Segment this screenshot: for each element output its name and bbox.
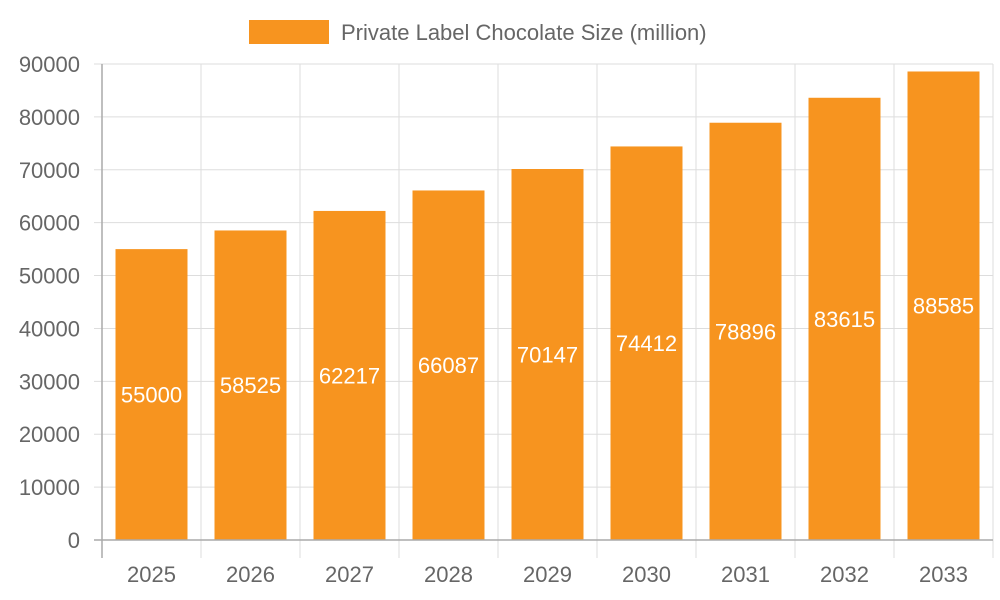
legend-label: Private Label Chocolate Size (million) — [341, 20, 707, 45]
bar-2030 — [610, 146, 683, 540]
data-label-2030: 74412 — [616, 331, 677, 356]
data-label-2027: 62217 — [319, 363, 380, 388]
bar-2027 — [313, 210, 386, 540]
x-tick-label: 2031 — [721, 562, 770, 587]
x-tick-label: 2033 — [919, 562, 968, 587]
y-tick-label: 60000 — [19, 211, 80, 236]
data-label-2032: 83615 — [814, 307, 875, 332]
y-tick-label: 80000 — [19, 105, 80, 130]
bar-2025 — [115, 249, 188, 540]
x-tick-label: 2026 — [226, 562, 275, 587]
y-tick-label: 50000 — [19, 264, 80, 289]
axes: 0 10000 20000 30000 40000 50000 60000 70000 8000… — [19, 52, 993, 587]
bar-2031 — [709, 122, 782, 541]
y-tick-label: 40000 — [19, 316, 80, 341]
x-tick-label: 2029 — [523, 562, 572, 587]
bar-2033 — [907, 71, 980, 541]
y-tick-label: 0 — [68, 528, 80, 553]
bar-2026 — [214, 230, 287, 540]
data-label-2026: 58525 — [220, 373, 281, 398]
x-tick-label: 2028 — [424, 562, 473, 587]
x-tick-label: 2030 — [622, 562, 671, 587]
y-tick-label: 90000 — [19, 52, 80, 77]
x-tick-label: 2025 — [127, 562, 176, 587]
y-tick-label: 10000 — [19, 475, 80, 500]
bars: 55000 58525 62217 66087 70147 74412 78896 83615… — [115, 71, 980, 541]
y-tick-label: 70000 — [19, 158, 80, 183]
data-label-2033: 88585 — [913, 294, 974, 319]
x-tick-label: 2032 — [820, 562, 869, 587]
y-tick-label: 20000 — [19, 422, 80, 447]
data-label-2029: 70147 — [517, 343, 578, 368]
legend[interactable]: Private Label Chocolate Size (million) — [249, 20, 707, 45]
x-tick-label: 2027 — [325, 562, 374, 587]
data-label-2028: 66087 — [418, 353, 479, 378]
data-label-2025: 55000 — [121, 383, 182, 408]
bar-2029 — [511, 169, 584, 540]
bar-2028 — [412, 190, 485, 540]
y-tick-label: 30000 — [19, 369, 80, 394]
legend-swatch — [249, 20, 329, 44]
bar-2032 — [808, 97, 881, 540]
data-label-2031: 78896 — [715, 319, 776, 344]
